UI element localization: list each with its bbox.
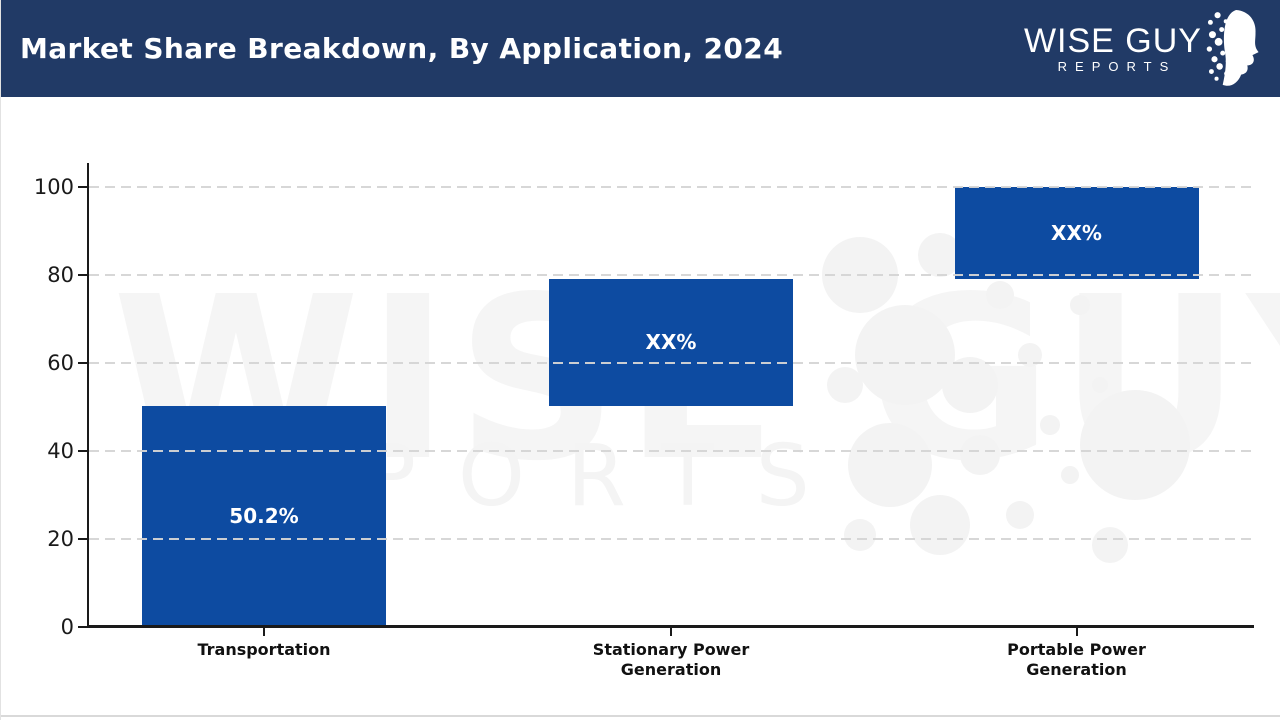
y-tick-label-0: 0	[60, 614, 74, 639]
wise-guy-reports-logo: WISE GUY REPORTS	[1024, 8, 1280, 90]
footer-divider	[0, 715, 1280, 717]
x-tick-stationary-power-generation	[670, 628, 672, 636]
bar-portable-power-generation	[954, 186, 1199, 280]
logo-subtitle: REPORTS	[1057, 58, 1177, 74]
y-tick-20	[78, 537, 87, 540]
bar-value-label-transportation: 50.2%	[229, 504, 299, 529]
gridline-60	[89, 361, 1253, 364]
y-tick-80	[78, 273, 87, 276]
y-tick-label-60: 60	[47, 350, 74, 375]
y-tick-0	[78, 625, 87, 628]
logo-face-icon	[1206, 9, 1259, 86]
x-category-label-transportation: Transportation	[197, 640, 331, 659]
bar-value-label-stationary-power-generation: XX%	[645, 330, 697, 355]
x-tick-portable-power-generation	[1075, 628, 1078, 636]
gridline-20	[89, 537, 1253, 540]
y-tick-40	[78, 449, 87, 452]
x-axis-line	[87, 625, 1254, 628]
gridline-40	[89, 449, 1253, 452]
y-axis-line	[87, 163, 89, 628]
gridline-100	[89, 185, 1253, 188]
y-tick-label-100: 100	[33, 174, 74, 199]
y-tick-label-40: 40	[47, 438, 74, 463]
chart-title: Market Share Breakdown, By Application, …	[20, 32, 784, 65]
y-tick-60	[78, 361, 87, 364]
x-category-label-portable-power-generation: Portable Power Generation	[1007, 640, 1146, 679]
x-category-label-stationary-power-generation: Stationary Power Generation	[592, 640, 750, 679]
bar-transportation	[142, 405, 386, 627]
header-banner: Market Share Breakdown, By Application, …	[0, 0, 1280, 97]
x-tick-transportation	[263, 628, 265, 636]
bar-value-label-portable-power-generation: XX%	[1051, 220, 1102, 245]
logo-wordmark: WISE GUY	[1023, 21, 1202, 60]
y-tick-label-80: 80	[47, 262, 74, 287]
gridline-80	[89, 273, 1253, 276]
y-tick-label-20: 20	[47, 526, 74, 551]
bar-stationary-power-generation	[549, 279, 793, 406]
logo-text: WISE GUY REPORTS	[1024, 23, 1202, 75]
y-tick-100	[78, 185, 87, 188]
